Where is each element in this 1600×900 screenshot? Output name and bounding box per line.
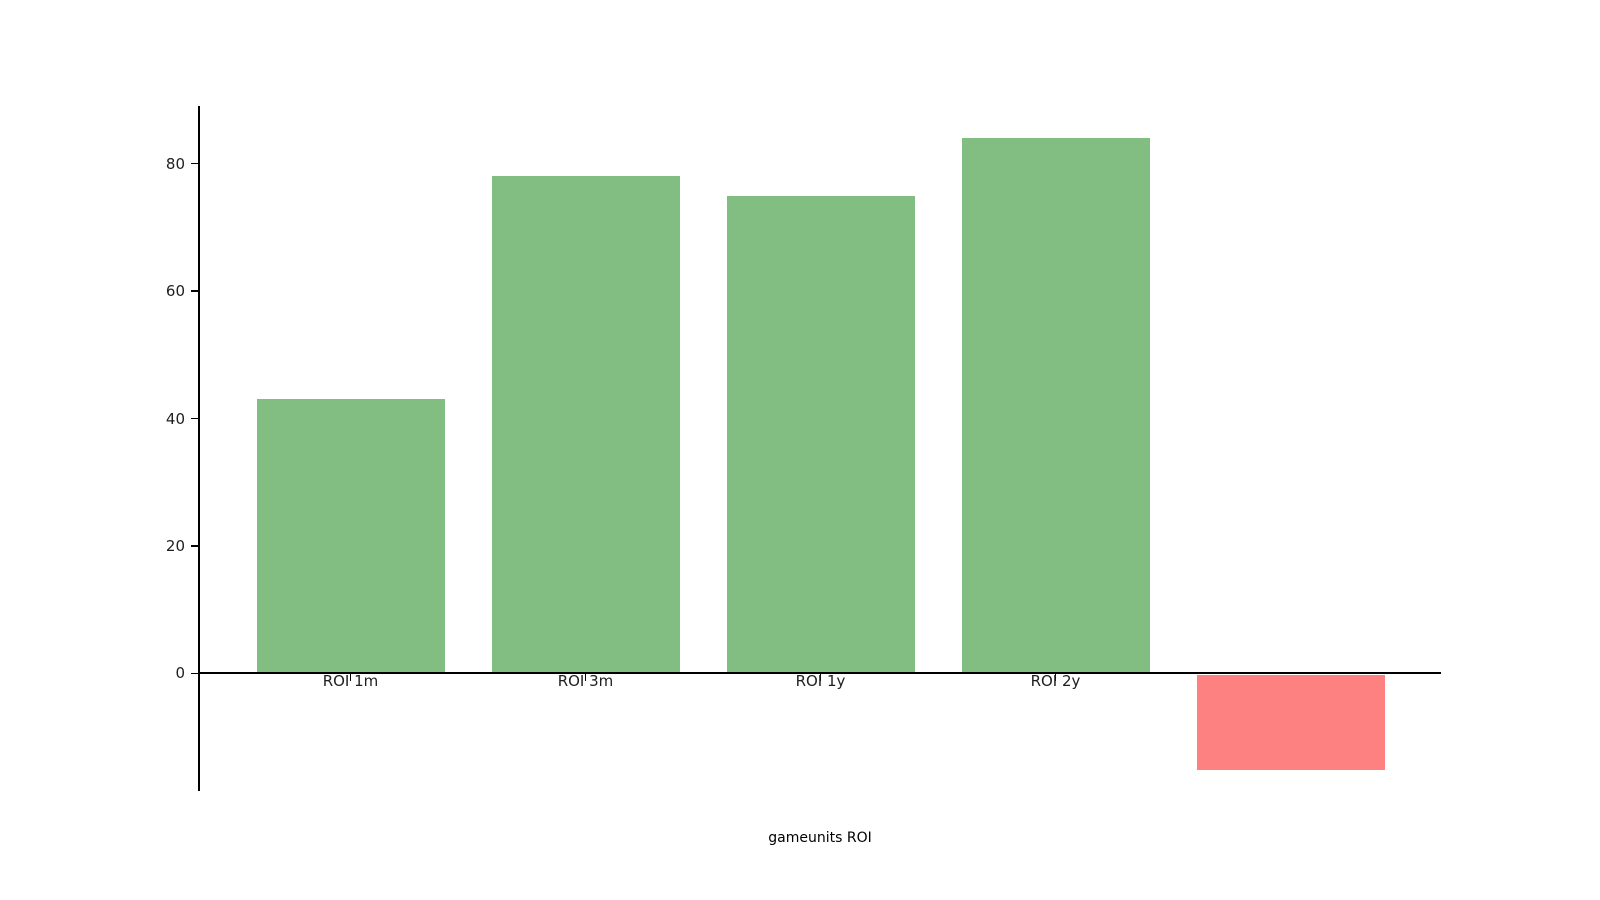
y-tick-label: 80	[165, 154, 185, 173]
y-tick	[191, 672, 198, 675]
x-tick	[584, 674, 587, 682]
bar-roi-3m	[491, 176, 680, 674]
y-tick-label: 0	[175, 664, 185, 683]
x-tick-label: ROI 1m	[322, 672, 379, 690]
bar-roi-1y	[726, 195, 915, 674]
bar-roi-2y	[961, 138, 1150, 674]
y-tick	[191, 290, 198, 292]
x-tick	[349, 674, 352, 682]
x-tick	[819, 674, 822, 682]
y-tick	[191, 417, 198, 420]
y-tick-label: 60	[165, 282, 185, 301]
y-tick	[191, 545, 198, 547]
bar-roi-1m	[256, 399, 445, 674]
y-tick-label: 40	[165, 409, 185, 428]
y-axis-line	[198, 106, 200, 791]
x-tick-label: ROI 2y	[1030, 672, 1081, 690]
y-tick	[191, 162, 198, 165]
bar-4	[1196, 674, 1385, 771]
x-tick	[1054, 674, 1057, 682]
x-tick-label: ROI 1y	[795, 672, 846, 690]
x-tick-label: ROI 3m	[557, 672, 614, 690]
y-tick-label: 20	[165, 536, 185, 555]
x-axis-line	[198, 672, 1441, 675]
chart-title: gameunits ROI	[768, 830, 872, 846]
